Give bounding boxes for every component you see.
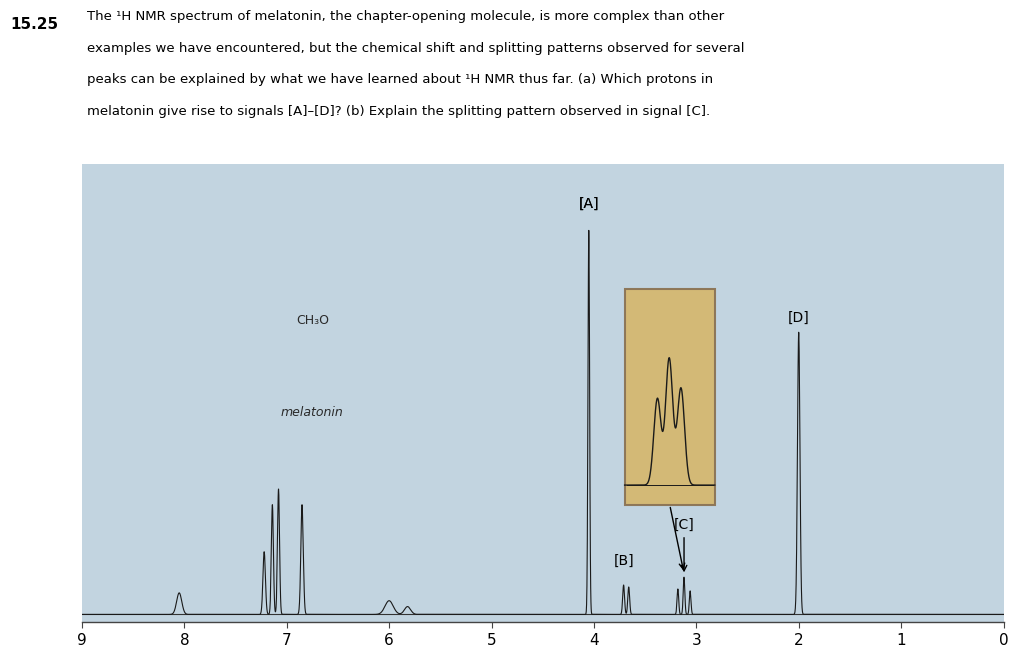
Text: [B]: [B] <box>613 553 634 567</box>
Text: peaks can be explained by what we have learned about ¹H NMR thus far. (a) Which : peaks can be explained by what we have l… <box>87 73 713 86</box>
Text: [A]: [A] <box>579 196 599 211</box>
Text: [C]: [C] <box>674 518 694 571</box>
Text: CH₃O: CH₃O <box>296 314 329 328</box>
Bar <box>625 289 715 505</box>
Text: [A]: [A] <box>579 196 599 211</box>
Text: melatonin: melatonin <box>281 406 344 419</box>
Text: examples we have encountered, but the chemical shift and splitting patterns obse: examples we have encountered, but the ch… <box>87 42 744 55</box>
Text: [D]: [D] <box>787 310 810 324</box>
Text: melatonin give rise to signals [A]–[D]? (b) Explain the splitting pattern observ: melatonin give rise to signals [A]–[D]? … <box>87 105 711 118</box>
Text: The ¹H NMR spectrum of melatonin, the chapter-opening molecule, is more complex : The ¹H NMR spectrum of melatonin, the ch… <box>87 10 724 23</box>
Text: 15.25: 15.25 <box>10 17 58 32</box>
